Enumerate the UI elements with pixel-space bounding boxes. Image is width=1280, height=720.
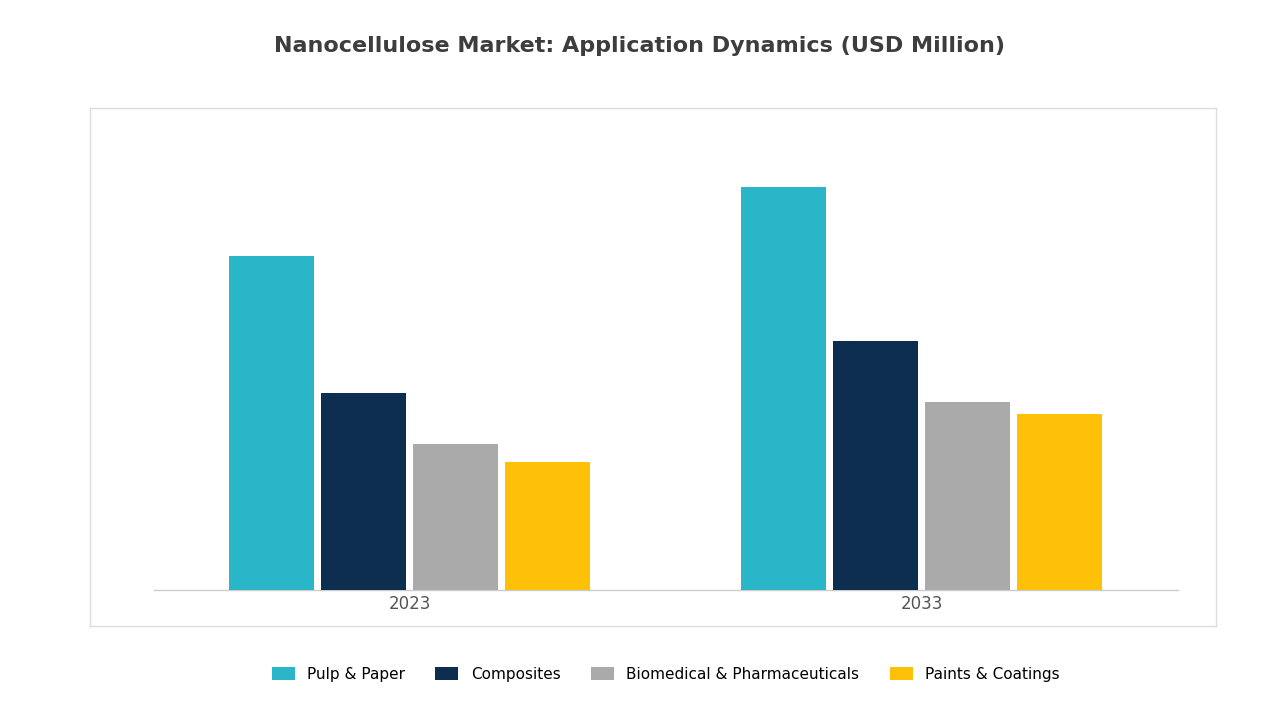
Bar xyxy=(321,393,406,590)
Legend: Pulp & Paper, Composites, Biomedical & Pharmaceuticals, Paints & Coatings: Pulp & Paper, Composites, Biomedical & P… xyxy=(266,660,1065,688)
Bar xyxy=(506,462,590,590)
Bar xyxy=(741,187,826,590)
Bar xyxy=(925,402,1010,590)
Bar xyxy=(413,444,498,590)
Bar xyxy=(833,341,918,590)
Bar xyxy=(229,256,314,590)
Text: Nanocellulose Market: Application Dynamics (USD Million): Nanocellulose Market: Application Dynami… xyxy=(274,36,1006,56)
Bar xyxy=(1018,415,1102,590)
